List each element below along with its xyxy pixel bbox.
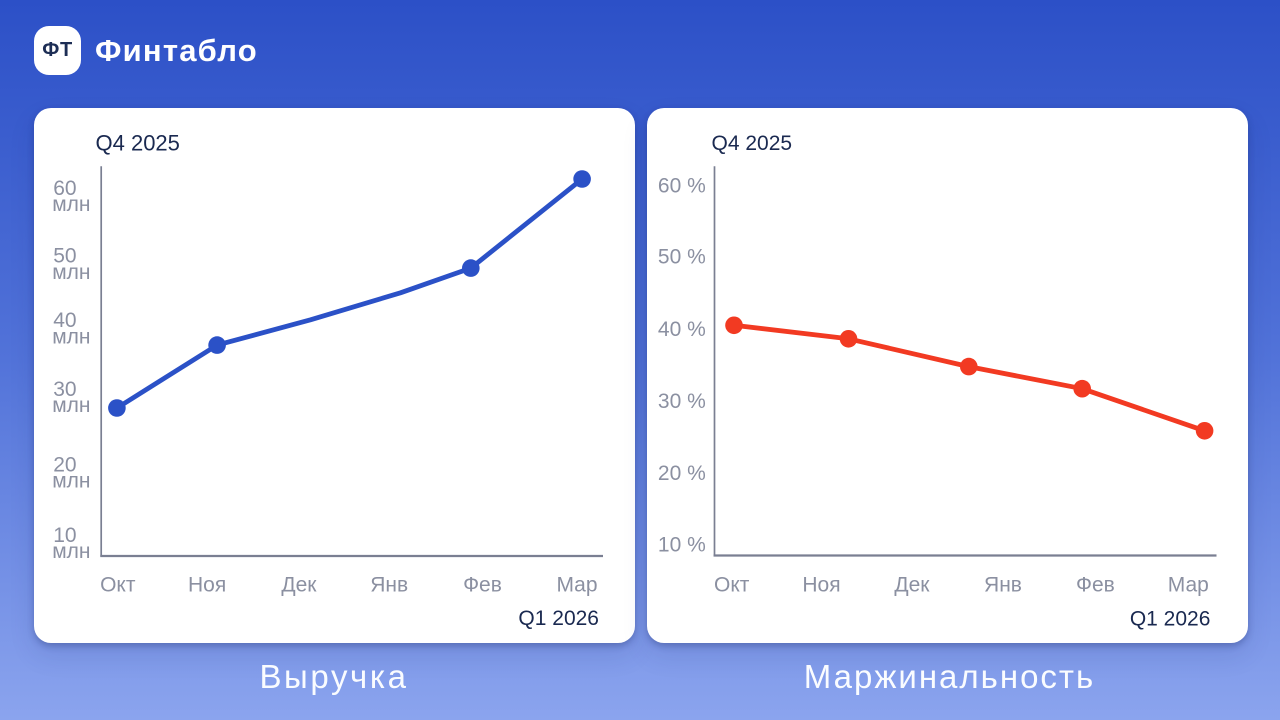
svg-text:Q1 2026: Q1 2026 [518,606,599,629]
svg-text:Ноя: Ноя [187,573,225,596]
svg-text:Ноя: Ноя [802,573,840,596]
svg-text:Окт: Окт [714,573,750,596]
svg-text:Мар: Мар [1167,573,1208,596]
svg-text:млн: млн [52,193,90,216]
svg-text:40: 40 [53,309,76,332]
svg-text:20 %: 20 % [657,462,705,485]
svg-text:Окт: Окт [100,573,136,596]
svg-text:60: 60 [53,176,76,199]
svg-text:млн: млн [52,260,90,283]
svg-text:млн: млн [52,394,90,417]
svg-text:Q1 2026: Q1 2026 [1129,607,1210,630]
svg-text:50: 50 [53,244,76,267]
svg-text:30: 30 [53,377,76,400]
svg-text:Янв: Янв [370,573,408,596]
svg-text:Фев: Фев [463,573,502,596]
svg-text:млн: млн [52,469,90,492]
svg-text:Фев: Фев [1075,573,1114,596]
svg-text:60 %: 60 % [657,174,705,197]
svg-text:40 %: 40 % [657,317,705,340]
svg-text:30 %: 30 % [657,390,705,413]
svg-text:10 %: 10 % [657,533,705,556]
svg-text:млн: млн [52,540,90,563]
svg-text:Дек: Дек [894,573,930,596]
svg-text:10: 10 [53,523,76,546]
svg-text:Q4 2025: Q4 2025 [711,131,792,154]
svg-text:Q4 2025: Q4 2025 [95,130,179,155]
svg-text:млн: млн [52,325,90,348]
svg-text:50 %: 50 % [657,245,705,268]
svg-text:Янв: Янв [984,573,1022,596]
svg-text:20: 20 [53,453,76,476]
svg-text:Дек: Дек [281,573,317,596]
svg-text:Мар: Мар [556,573,597,596]
